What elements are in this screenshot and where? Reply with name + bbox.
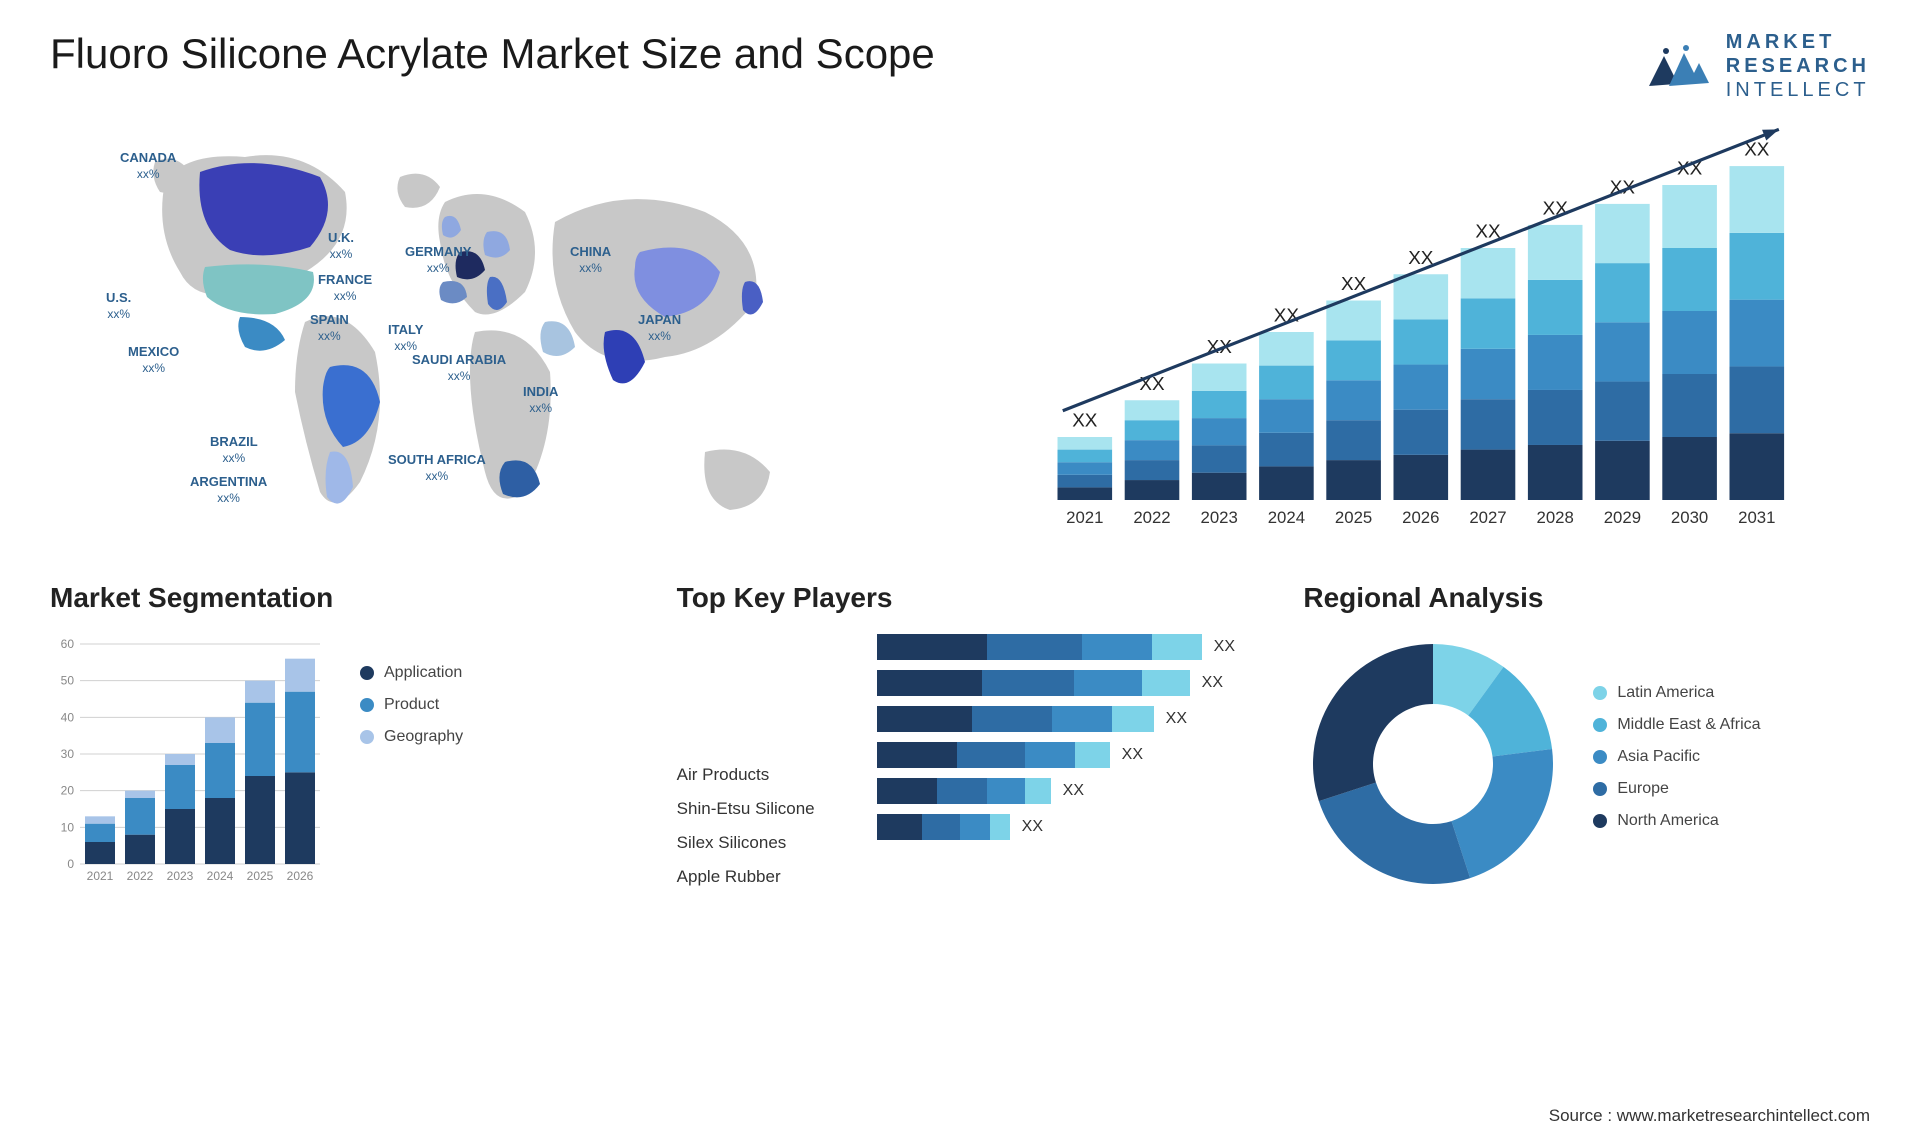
regional-legend: Latin America Middle East & Africa Asia Pa… bbox=[1593, 684, 1870, 844]
map-label: CANADAxx% bbox=[120, 150, 176, 181]
player-value: XX bbox=[1166, 710, 1187, 728]
svg-text:60: 60 bbox=[61, 637, 75, 651]
svg-text:2026: 2026 bbox=[1402, 508, 1439, 527]
map-label: SPAINxx% bbox=[310, 312, 349, 343]
svg-text:50: 50 bbox=[61, 674, 75, 688]
player-name: Silex Silicones bbox=[677, 826, 815, 860]
svg-text:20: 20 bbox=[61, 784, 75, 798]
regional-donut-chart bbox=[1303, 634, 1563, 894]
map-label: SOUTH AFRICAxx% bbox=[388, 452, 486, 483]
svg-text:2026: 2026 bbox=[287, 869, 314, 883]
map-label: MEXICOxx% bbox=[128, 344, 179, 375]
svg-text:2025: 2025 bbox=[247, 869, 274, 883]
svg-text:2028: 2028 bbox=[1537, 508, 1574, 527]
regional-panel: Regional Analysis Latin America Middle Ea… bbox=[1303, 582, 1870, 922]
svg-text:2024: 2024 bbox=[1268, 508, 1305, 527]
map-label: SAUDI ARABIAxx% bbox=[412, 352, 506, 383]
players-panel: Top Key Players Air ProductsShin-Etsu Si… bbox=[677, 582, 1244, 922]
world-map-panel: CANADAxx% U.S.xx% MEXICOxx% BRAZILxx% ARGENT… bbox=[50, 122, 940, 542]
svg-text:2022: 2022 bbox=[127, 869, 154, 883]
player-value: XX bbox=[1122, 746, 1143, 764]
svg-text:2024: 2024 bbox=[207, 869, 234, 883]
map-label: U.S.xx% bbox=[106, 290, 131, 321]
legend-item: Middle East & Africa bbox=[1593, 716, 1870, 734]
svg-text:2021: 2021 bbox=[1066, 508, 1103, 527]
player-bar-row: XX bbox=[877, 778, 1244, 804]
map-label: U.K.xx% bbox=[328, 230, 354, 261]
map-label: FRANCExx% bbox=[318, 272, 372, 303]
growth-bar-chart: XXXXXXXXXXXXXXXXXXXXXX 20212022202320242… bbox=[980, 122, 1870, 542]
svg-text:2025: 2025 bbox=[1335, 508, 1372, 527]
legend-item: Asia Pacific bbox=[1593, 748, 1870, 766]
world-map bbox=[50, 122, 940, 542]
legend-item: Europe bbox=[1593, 780, 1870, 798]
player-bar-row: XX bbox=[877, 634, 1244, 660]
svg-text:XX: XX bbox=[1207, 337, 1233, 358]
player-bar-row: XX bbox=[877, 814, 1244, 840]
map-label: CHINAxx% bbox=[570, 244, 611, 275]
map-label: INDIAxx% bbox=[523, 384, 558, 415]
segmentation-title: Market Segmentation bbox=[50, 582, 617, 614]
players-name-list: Air ProductsShin-Etsu SiliconeSilex Sili… bbox=[677, 758, 815, 894]
map-label: ARGENTINAxx% bbox=[190, 474, 267, 505]
growth-chart-panel: XXXXXXXXXXXXXXXXXXXXXX 20212022202320242… bbox=[980, 122, 1870, 542]
players-title: Top Key Players bbox=[677, 582, 1244, 614]
legend-item: North America bbox=[1593, 812, 1870, 830]
svg-text:2023: 2023 bbox=[1201, 508, 1238, 527]
map-label: BRAZILxx% bbox=[210, 434, 258, 465]
player-value: XX bbox=[1022, 818, 1043, 836]
page-title: Fluoro Silicone Acrylate Market Size and… bbox=[50, 30, 935, 78]
svg-text:2029: 2029 bbox=[1604, 508, 1641, 527]
svg-text:2022: 2022 bbox=[1133, 508, 1170, 527]
svg-text:2021: 2021 bbox=[87, 869, 114, 883]
segmentation-chart: 0 10 20 30 40 50 60 2021 2022 2023 2024 2025 2026 bbox=[50, 634, 330, 894]
players-bar-chart: XX XX XX XX XX XX bbox=[877, 634, 1244, 850]
player-bar-row: XX bbox=[877, 742, 1244, 768]
legend-item: Geography bbox=[360, 728, 617, 746]
player-name: Apple Rubber bbox=[677, 860, 815, 894]
svg-text:10: 10 bbox=[61, 820, 75, 834]
legend-item: Latin America bbox=[1593, 684, 1870, 702]
legend-item: Application bbox=[360, 664, 617, 682]
brand-logo: MARKET RESEARCH INTELLECT bbox=[1644, 30, 1870, 102]
player-bar-row: XX bbox=[877, 670, 1244, 696]
player-value: XX bbox=[1202, 674, 1223, 692]
map-label: GERMANYxx% bbox=[405, 244, 471, 275]
player-name: Air Products bbox=[677, 758, 815, 792]
segmentation-legend: Application Product Geography bbox=[360, 634, 617, 760]
top-row: CANADAxx% U.S.xx% MEXICOxx% BRAZILxx% ARGENT… bbox=[50, 122, 1870, 542]
map-label: ITALYxx% bbox=[388, 322, 423, 353]
svg-text:30: 30 bbox=[61, 747, 75, 761]
svg-text:XX: XX bbox=[1072, 411, 1098, 432]
player-value: XX bbox=[1214, 638, 1235, 656]
bottom-row: Market Segmentation 0 10 20 30 40 50 60 2021 202… bbox=[50, 582, 1870, 922]
regional-title: Regional Analysis bbox=[1303, 582, 1870, 614]
svg-text:0: 0 bbox=[67, 857, 74, 871]
logo-text: MARKET RESEARCH INTELLECT bbox=[1726, 30, 1870, 102]
segmentation-panel: Market Segmentation 0 10 20 30 40 50 60 2021 202… bbox=[50, 582, 617, 922]
source-attribution: Source : www.marketresearchintellect.com bbox=[1549, 1106, 1870, 1126]
svg-text:2030: 2030 bbox=[1671, 508, 1708, 527]
player-bar-row: XX bbox=[877, 706, 1244, 732]
map-label: JAPANxx% bbox=[638, 312, 681, 343]
player-name: Shin-Etsu Silicone bbox=[677, 792, 815, 826]
svg-text:2023: 2023 bbox=[167, 869, 194, 883]
legend-item: Product bbox=[360, 696, 617, 714]
logo-mark-icon bbox=[1644, 41, 1714, 91]
header: Fluoro Silicone Acrylate Market Size and… bbox=[50, 30, 1870, 102]
svg-text:40: 40 bbox=[61, 710, 75, 724]
svg-text:2027: 2027 bbox=[1469, 508, 1506, 527]
svg-text:2031: 2031 bbox=[1738, 508, 1775, 527]
player-value: XX bbox=[1063, 782, 1084, 800]
